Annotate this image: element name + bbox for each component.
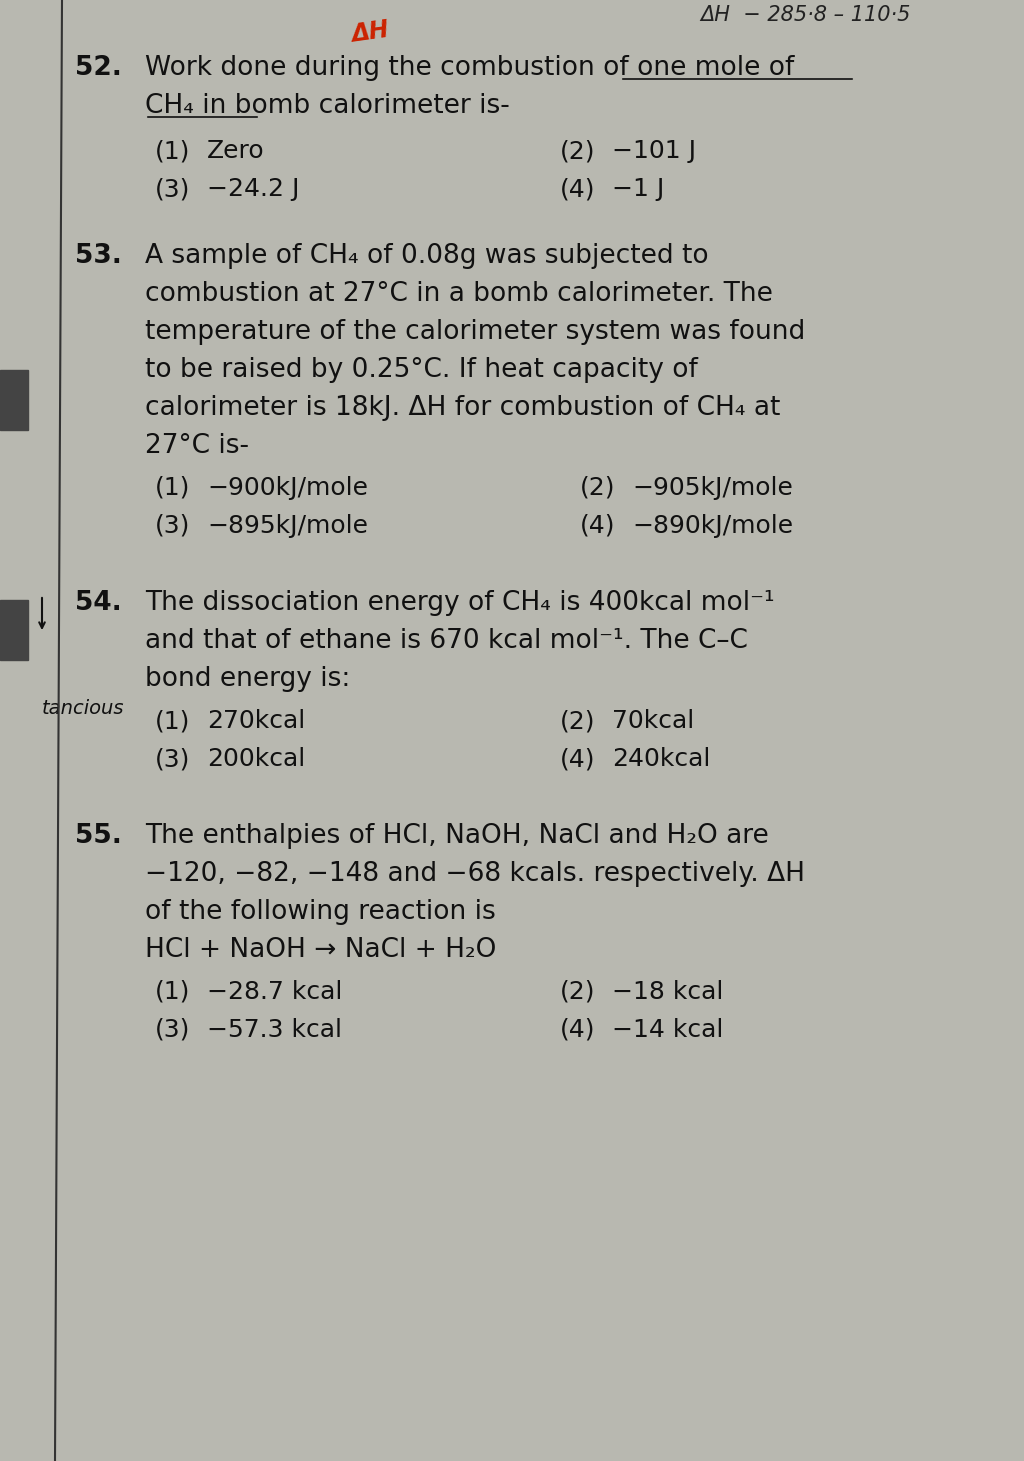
Text: (1): (1) [155, 476, 190, 500]
Text: 70kcal: 70kcal [612, 709, 694, 733]
Text: ΔH: ΔH [350, 18, 391, 47]
Text: 240kcal: 240kcal [612, 747, 711, 771]
Text: A sample of CH₄ of 0.08g was subjected to: A sample of CH₄ of 0.08g was subjected t… [145, 243, 709, 269]
Text: (3): (3) [155, 177, 190, 202]
Text: (1): (1) [155, 980, 190, 1004]
Text: −890kJ/mole: −890kJ/mole [632, 514, 794, 538]
Text: to be raised by 0.25°C. If heat capacity of: to be raised by 0.25°C. If heat capacity… [145, 356, 698, 383]
Text: Zero: Zero [207, 139, 264, 164]
Text: (4): (4) [560, 1018, 596, 1042]
Text: −57.3 kcal: −57.3 kcal [207, 1018, 342, 1042]
Text: The enthalpies of HCl, NaOH, NaCl and H₂O are: The enthalpies of HCl, NaOH, NaCl and H₂… [145, 823, 769, 849]
Text: (2): (2) [560, 139, 596, 164]
Text: tancious: tancious [42, 698, 125, 717]
Text: 52.: 52. [75, 56, 122, 80]
Text: Work done during the combustion of one mole of: Work done during the combustion of one m… [145, 56, 795, 80]
Text: −905kJ/mole: −905kJ/mole [632, 476, 793, 500]
Text: (3): (3) [155, 514, 190, 538]
Bar [0, 370, 28, 430]
Text: 54.: 54. [75, 590, 122, 617]
Text: −1 J: −1 J [612, 177, 665, 202]
Text: calorimeter is 18kJ. ΔH for combustion of CH₄ at: calorimeter is 18kJ. ΔH for combustion o… [145, 394, 780, 421]
Bar [0, 600, 28, 660]
Text: CH₄ in bomb calorimeter is-: CH₄ in bomb calorimeter is- [145, 94, 510, 118]
Text: −28.7 kcal: −28.7 kcal [207, 980, 342, 1004]
Text: (3): (3) [155, 747, 190, 771]
Text: −14 kcal: −14 kcal [612, 1018, 723, 1042]
Text: (2): (2) [560, 980, 596, 1004]
Text: 200kcal: 200kcal [207, 747, 305, 771]
Text: HCl + NaOH → NaCl + H₂O: HCl + NaOH → NaCl + H₂O [145, 937, 497, 963]
Text: (4): (4) [560, 177, 596, 202]
Text: The dissociation energy of CH₄ is 400kcal mol⁻¹: The dissociation energy of CH₄ is 400kca… [145, 590, 774, 617]
Text: (2): (2) [560, 709, 596, 733]
Text: (1): (1) [155, 709, 190, 733]
Text: (3): (3) [155, 1018, 190, 1042]
Text: −895kJ/mole: −895kJ/mole [207, 514, 368, 538]
Text: 55.: 55. [75, 823, 122, 849]
Text: ΔH  − 285·8 – 110·5: ΔH − 285·8 – 110·5 [700, 4, 910, 25]
Text: −101 J: −101 J [612, 139, 696, 164]
Text: −120, −82, −148 and −68 kcals. respectively. ΔH: −120, −82, −148 and −68 kcals. respectiv… [145, 861, 805, 887]
Text: −900kJ/mole: −900kJ/mole [207, 476, 368, 500]
Text: and that of ethane is 670 kcal mol⁻¹. The C–C: and that of ethane is 670 kcal mol⁻¹. Th… [145, 628, 748, 655]
Text: (2): (2) [580, 476, 615, 500]
Text: bond energy is:: bond energy is: [145, 666, 350, 693]
Text: −18 kcal: −18 kcal [612, 980, 723, 1004]
Text: (1): (1) [155, 139, 190, 164]
Text: combustion at 27°C in a bomb calorimeter. The: combustion at 27°C in a bomb calorimeter… [145, 281, 773, 307]
Text: 27°C is-: 27°C is- [145, 432, 249, 459]
Text: 53.: 53. [75, 243, 122, 269]
Text: temperature of the calorimeter system was found: temperature of the calorimeter system wa… [145, 318, 805, 345]
Text: of the following reaction is: of the following reaction is [145, 899, 496, 925]
Text: −24.2 J: −24.2 J [207, 177, 299, 202]
Text: 270kcal: 270kcal [207, 709, 305, 733]
Text: (4): (4) [580, 514, 615, 538]
Text: (4): (4) [560, 747, 596, 771]
